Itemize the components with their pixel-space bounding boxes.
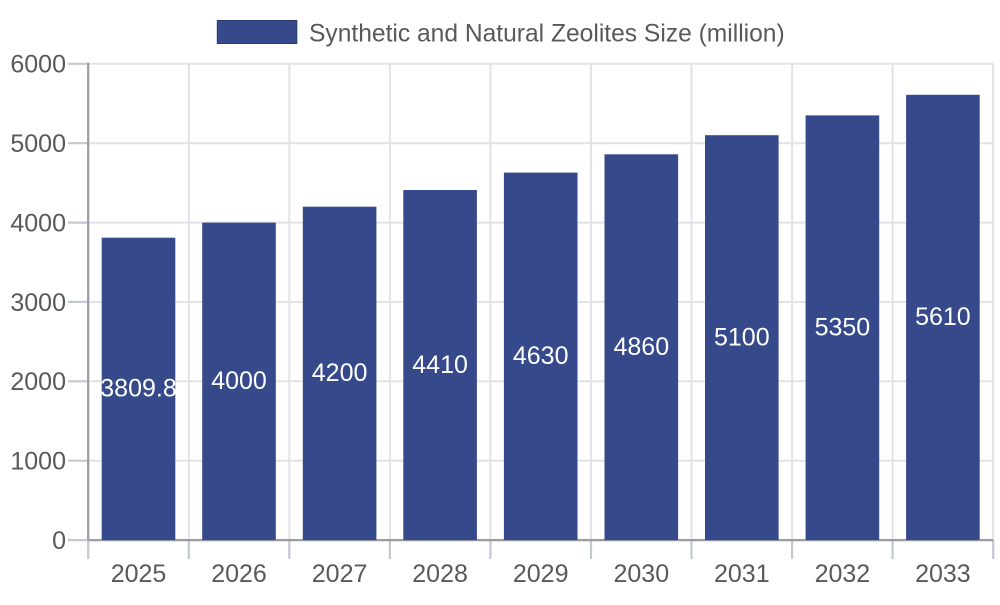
svg-text:4200: 4200 (312, 359, 368, 387)
svg-text:2026: 2026 (211, 560, 267, 588)
svg-text:2032: 2032 (815, 560, 871, 588)
svg-text:3809.8: 3809.8 (100, 375, 176, 403)
svg-text:4410: 4410 (412, 351, 468, 379)
svg-text:2029: 2029 (513, 560, 569, 588)
svg-text:Synthetic and Natural Zeolites: Synthetic and Natural Zeolites Size (mil… (309, 20, 785, 47)
svg-text:5610: 5610 (915, 303, 971, 331)
svg-text:5350: 5350 (815, 313, 871, 341)
svg-text:4630: 4630 (513, 342, 569, 370)
svg-text:2000: 2000 (10, 368, 66, 396)
svg-text:2031: 2031 (714, 560, 770, 588)
svg-text:2025: 2025 (111, 560, 167, 588)
svg-text:2028: 2028 (412, 560, 468, 588)
svg-text:3000: 3000 (10, 289, 66, 317)
svg-text:5000: 5000 (10, 130, 66, 158)
svg-text:4860: 4860 (613, 333, 669, 361)
svg-text:2033: 2033 (915, 560, 971, 588)
svg-text:5100: 5100 (714, 323, 770, 351)
svg-text:6000: 6000 (10, 51, 66, 79)
svg-text:4000: 4000 (10, 209, 66, 237)
svg-text:2030: 2030 (613, 560, 669, 588)
svg-text:4000: 4000 (211, 367, 267, 395)
svg-text:0: 0 (52, 527, 66, 555)
svg-text:1000: 1000 (10, 448, 66, 476)
svg-text:2027: 2027 (312, 560, 368, 588)
